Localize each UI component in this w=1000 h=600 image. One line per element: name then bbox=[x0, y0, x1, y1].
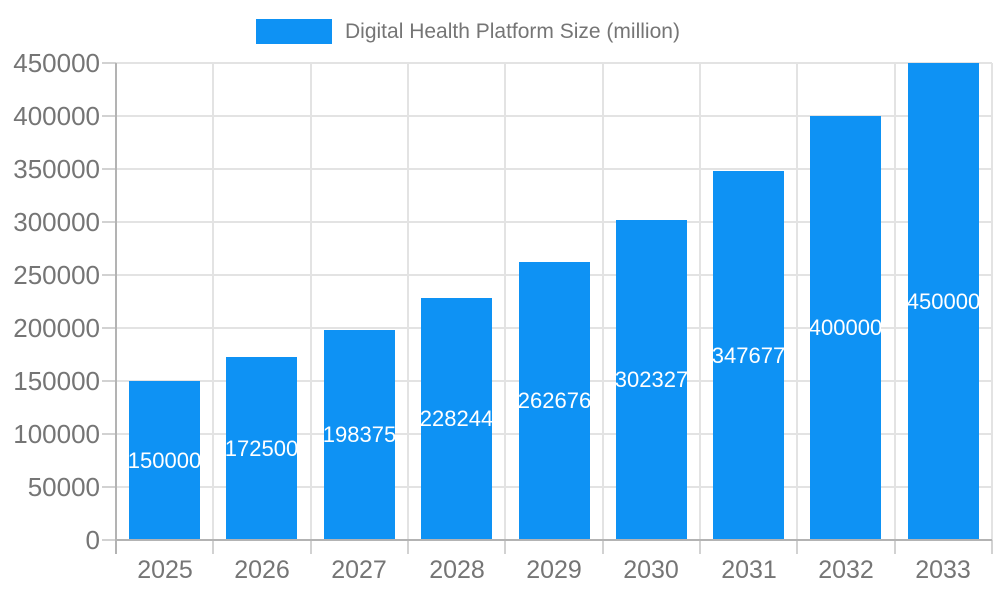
y-tick-label: 50000 bbox=[27, 472, 100, 502]
x-tick-label: 2025 bbox=[137, 556, 193, 584]
x-tick-mark bbox=[310, 540, 312, 554]
x-tick-label: 2026 bbox=[234, 556, 290, 584]
bar: 347677 bbox=[713, 171, 784, 540]
y-tick-label: 0 bbox=[85, 525, 100, 555]
v-gridline bbox=[796, 63, 798, 540]
h-gridline bbox=[116, 62, 992, 64]
bar: 172500 bbox=[226, 357, 297, 540]
bar-value-label: 150000 bbox=[129, 447, 200, 473]
bar-value-label: 302327 bbox=[616, 367, 687, 392]
bar: 450000 bbox=[908, 63, 979, 540]
x-tick-mark bbox=[212, 540, 214, 554]
legend-label: Digital Health Platform Size (million) bbox=[345, 19, 680, 43]
bar: 302327 bbox=[616, 220, 687, 540]
x-tick-label: 2033 bbox=[915, 556, 971, 584]
v-gridline bbox=[894, 63, 896, 540]
bar-value-label: 262676 bbox=[519, 388, 590, 413]
x-axis-line bbox=[116, 539, 992, 541]
y-tick-mark bbox=[102, 62, 116, 64]
y-axis-line bbox=[115, 63, 117, 554]
y-tick-label: 100000 bbox=[13, 419, 100, 449]
y-tick-mark bbox=[102, 433, 116, 435]
h-gridline bbox=[116, 115, 992, 117]
bar-value-label: 450000 bbox=[908, 288, 979, 314]
bar: 262676 bbox=[519, 262, 590, 540]
bar: 198375 bbox=[324, 330, 395, 540]
x-tick-mark bbox=[796, 540, 798, 554]
h-gridline bbox=[116, 221, 992, 223]
x-tick-label: 2030 bbox=[623, 556, 679, 584]
x-tick-label: 2029 bbox=[526, 556, 582, 584]
bar: 150000 bbox=[129, 381, 200, 540]
x-tick-label: 2027 bbox=[331, 556, 387, 584]
y-tick-label: 150000 bbox=[13, 366, 100, 396]
y-tick-mark bbox=[102, 274, 116, 276]
v-gridline bbox=[310, 63, 312, 540]
v-gridline bbox=[602, 63, 604, 540]
legend-swatch-icon bbox=[256, 19, 332, 44]
bar: 400000 bbox=[810, 116, 881, 540]
x-tick-label: 2031 bbox=[721, 556, 777, 584]
y-tick-mark bbox=[102, 539, 116, 541]
y-tick-mark bbox=[102, 327, 116, 329]
bar: 228244 bbox=[421, 298, 492, 540]
v-gridline bbox=[407, 63, 409, 540]
v-gridline bbox=[991, 63, 993, 540]
y-tick-label: 200000 bbox=[13, 313, 100, 343]
x-tick-mark bbox=[894, 540, 896, 554]
bar-value-label: 347677 bbox=[713, 342, 784, 368]
y-tick-mark bbox=[102, 221, 116, 223]
y-tick-label: 250000 bbox=[13, 260, 100, 290]
x-tick-mark bbox=[991, 540, 993, 554]
y-tick-label: 350000 bbox=[13, 154, 100, 184]
bar-value-label: 400000 bbox=[810, 315, 881, 340]
y-tick-label: 300000 bbox=[13, 207, 100, 237]
y-tick-mark bbox=[102, 380, 116, 382]
bar-value-label: 198375 bbox=[324, 422, 395, 447]
v-gridline bbox=[699, 63, 701, 540]
y-tick-mark bbox=[102, 115, 116, 117]
x-tick-label: 2032 bbox=[818, 556, 874, 584]
bar-value-label: 228244 bbox=[421, 406, 492, 431]
x-tick-mark bbox=[699, 540, 701, 554]
y-tick-label: 450000 bbox=[13, 48, 100, 78]
x-tick-mark bbox=[602, 540, 604, 554]
v-gridline bbox=[504, 63, 506, 540]
y-tick-mark bbox=[102, 486, 116, 488]
x-tick-mark bbox=[504, 540, 506, 554]
x-tick-label: 2028 bbox=[429, 556, 485, 584]
v-gridline bbox=[212, 63, 214, 540]
bar-value-label: 172500 bbox=[226, 435, 297, 461]
x-tick-mark bbox=[407, 540, 409, 554]
chart-legend[interactable]: Digital Health Platform Size (million) bbox=[256, 19, 680, 44]
y-tick-mark bbox=[102, 168, 116, 170]
y-tick-label: 400000 bbox=[13, 101, 100, 131]
h-gridline bbox=[116, 168, 992, 170]
